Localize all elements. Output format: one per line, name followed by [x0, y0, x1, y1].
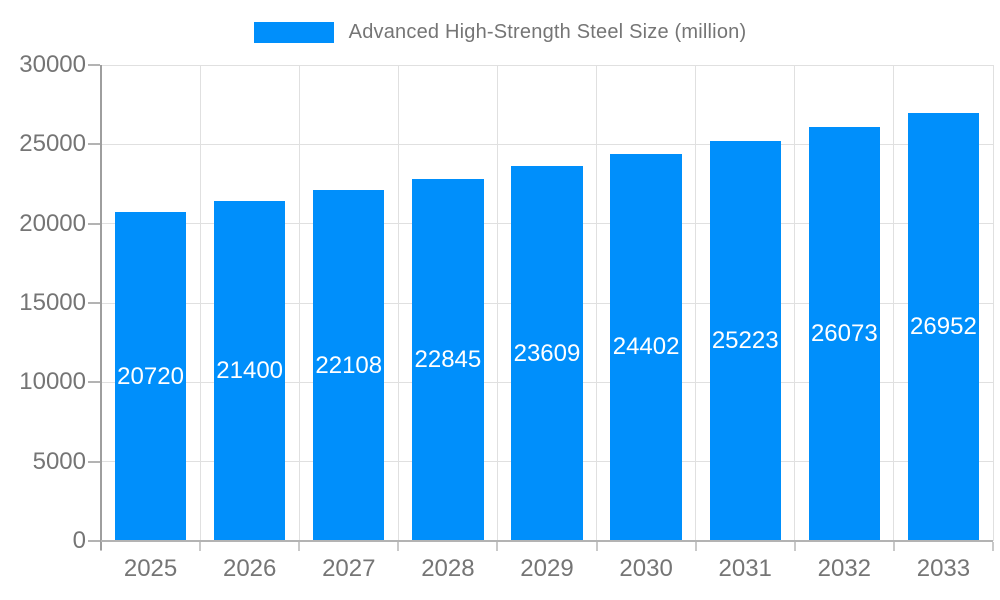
x-tick-label: 2031 — [718, 555, 772, 582]
gridline-vertical — [298, 65, 300, 541]
x-tick-label: 2025 — [123, 555, 178, 582]
x-tick-label: 2027 — [322, 555, 376, 582]
x-tick-label: 2030 — [619, 555, 673, 582]
bar: 20720 — [114, 212, 187, 541]
x-axis-tick — [298, 542, 301, 551]
x-axis-line — [101, 540, 993, 542]
bar: 22845 — [412, 178, 484, 541]
bar-value-label: 20720 — [117, 362, 184, 390]
gridline-vertical — [199, 65, 201, 541]
bar-value-label: 26952 — [910, 313, 977, 341]
x-axis-tick — [694, 542, 697, 551]
x-tick-label: 2033 — [916, 555, 971, 582]
bar: 26073 — [808, 127, 880, 541]
x-axis-tick — [496, 542, 499, 551]
bar: 21400 — [213, 201, 286, 541]
x-tick-label: 2026 — [222, 555, 277, 582]
x-tick-label: 2029 — [520, 555, 574, 582]
x-tick-label: 2032 — [817, 555, 872, 582]
y-axis-tick — [88, 64, 100, 66]
gridline-vertical — [496, 65, 498, 541]
gridline-horizontal — [101, 143, 993, 145]
x-axis-tick — [397, 542, 400, 551]
legend-label: Advanced High-Strength Steel Size (milli… — [348, 21, 747, 43]
y-tick-label: 25000 — [19, 130, 86, 158]
gridline-vertical — [893, 65, 895, 541]
x-axis-tick — [595, 542, 598, 551]
y-tick-label: 15000 — [19, 289, 86, 316]
x-axis-tick — [892, 542, 895, 551]
bar-value-label: 26073 — [810, 320, 878, 348]
bar-value-label: 25223 — [711, 326, 779, 354]
x-axis-tick — [199, 542, 202, 551]
gridline-horizontal — [101, 64, 993, 66]
y-tick-label: 0 — [72, 527, 86, 554]
bar: 23609 — [511, 166, 583, 541]
y-tick-label: 5000 — [32, 447, 86, 475]
bar: 25223 — [709, 140, 781, 541]
y-axis-tick — [88, 143, 100, 146]
bar-value-label: 23609 — [513, 339, 581, 367]
y-axis-tick — [88, 222, 100, 225]
y-tick-label: 20000 — [19, 209, 86, 237]
x-axis-tick — [793, 542, 796, 551]
bar-value-label: 24402 — [612, 333, 680, 361]
legend: Advanced High-Strength Steel Size (milli… — [0, 21, 1000, 44]
y-axis-tick — [88, 302, 100, 304]
legend-swatch-icon — [253, 22, 334, 43]
bar-value-label: 22845 — [414, 345, 482, 373]
y-tick-label: 30000 — [19, 51, 86, 78]
bar: 24402 — [610, 153, 682, 541]
bar-value-label: 22108 — [315, 351, 383, 379]
y-axis-tick — [88, 540, 100, 542]
legend-item[interactable]: Advanced High-Strength Steel Size (milli… — [253, 21, 747, 44]
bar: 26952 — [907, 113, 980, 541]
gridline-vertical — [992, 65, 994, 541]
gridline-vertical — [397, 65, 399, 541]
plot-area: 0 5000 10000 15000 20000 25000 30000 20720 21400… — [19, 51, 994, 582]
y-axis-tick — [88, 381, 100, 384]
bar-value-label: 21400 — [216, 357, 284, 385]
gridline-vertical — [695, 65, 697, 541]
x-axis-tick — [992, 542, 994, 551]
y-tick-label: 10000 — [19, 368, 86, 396]
gridline-vertical — [596, 65, 598, 541]
y-axis-tick — [88, 460, 100, 463]
gridline-vertical — [794, 65, 796, 541]
y-axis-line — [100, 65, 102, 550]
bar: 22108 — [313, 190, 385, 541]
x-tick-label: 2028 — [421, 555, 475, 582]
